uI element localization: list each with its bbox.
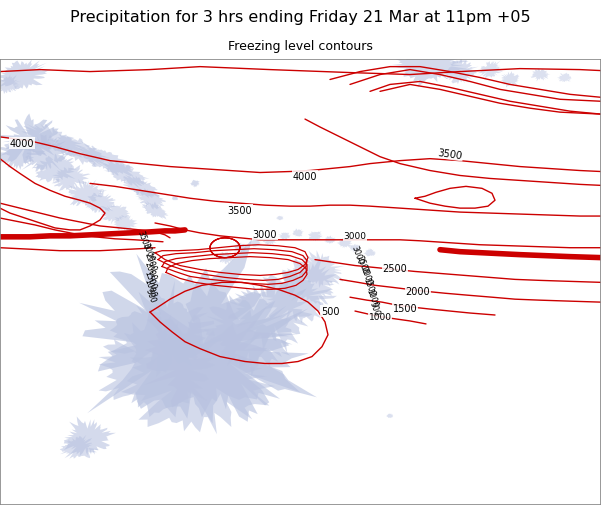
- Text: 4000: 4000: [10, 138, 34, 148]
- Text: Precipitation for 3 hrs ending Friday 21 Mar at 11pm +05: Precipitation for 3 hrs ending Friday 21…: [70, 11, 531, 25]
- Polygon shape: [258, 268, 337, 324]
- Polygon shape: [442, 59, 478, 85]
- Polygon shape: [280, 259, 337, 307]
- Polygon shape: [276, 216, 284, 221]
- Polygon shape: [172, 196, 178, 201]
- Polygon shape: [67, 180, 107, 207]
- Text: 500: 500: [367, 300, 380, 317]
- Text: 3500: 3500: [228, 206, 252, 216]
- Polygon shape: [363, 248, 376, 257]
- Polygon shape: [296, 250, 344, 288]
- Text: 1000: 1000: [368, 313, 391, 322]
- Text: 1500: 1500: [142, 269, 157, 290]
- Text: 3000: 3000: [349, 244, 365, 266]
- Polygon shape: [18, 135, 69, 172]
- Polygon shape: [79, 240, 300, 424]
- Polygon shape: [114, 216, 138, 232]
- Text: 500: 500: [321, 307, 339, 317]
- Polygon shape: [386, 414, 394, 418]
- Text: 1000: 1000: [364, 287, 380, 308]
- Polygon shape: [233, 243, 247, 253]
- Text: 2000: 2000: [358, 265, 374, 286]
- Text: 2000: 2000: [142, 260, 157, 282]
- Polygon shape: [48, 135, 110, 168]
- Polygon shape: [530, 70, 551, 82]
- Polygon shape: [190, 180, 200, 188]
- Polygon shape: [308, 232, 323, 242]
- Polygon shape: [279, 233, 291, 241]
- Polygon shape: [121, 315, 275, 434]
- Polygon shape: [64, 417, 116, 456]
- Polygon shape: [100, 160, 150, 188]
- Text: 3000: 3000: [141, 241, 156, 263]
- Text: 3500: 3500: [437, 148, 463, 161]
- Text: 2500: 2500: [383, 263, 407, 273]
- Polygon shape: [110, 281, 214, 377]
- Text: 4000: 4000: [293, 172, 317, 182]
- Polygon shape: [349, 244, 361, 252]
- Text: 3000: 3000: [344, 232, 367, 241]
- Polygon shape: [228, 280, 313, 354]
- Polygon shape: [249, 239, 262, 247]
- Polygon shape: [478, 62, 502, 80]
- Polygon shape: [292, 229, 304, 237]
- Polygon shape: [22, 124, 89, 159]
- Polygon shape: [0, 61, 50, 90]
- Text: 2500: 2500: [355, 255, 370, 276]
- Text: Freezing level contours: Freezing level contours: [228, 40, 373, 53]
- Polygon shape: [392, 44, 474, 88]
- Polygon shape: [52, 166, 91, 192]
- Polygon shape: [0, 138, 46, 171]
- Polygon shape: [100, 205, 130, 225]
- Text: 500: 500: [143, 287, 157, 304]
- Text: 3500: 3500: [135, 230, 151, 251]
- Polygon shape: [133, 189, 166, 210]
- Polygon shape: [99, 309, 221, 418]
- Polygon shape: [337, 238, 352, 249]
- Polygon shape: [121, 175, 160, 199]
- Polygon shape: [142, 201, 168, 220]
- Polygon shape: [500, 72, 519, 88]
- Text: 2000: 2000: [406, 287, 430, 296]
- Polygon shape: [32, 153, 77, 183]
- Polygon shape: [83, 190, 117, 216]
- Polygon shape: [216, 252, 234, 265]
- Text: 1000: 1000: [142, 277, 157, 298]
- Polygon shape: [0, 76, 20, 95]
- Polygon shape: [557, 73, 572, 83]
- Polygon shape: [77, 141, 133, 177]
- Polygon shape: [240, 211, 246, 216]
- Text: 1500: 1500: [392, 304, 417, 314]
- Text: 2500: 2500: [142, 251, 157, 273]
- Polygon shape: [60, 435, 99, 459]
- Polygon shape: [262, 235, 277, 245]
- Text: 3000: 3000: [253, 229, 277, 239]
- Polygon shape: [324, 236, 336, 244]
- Polygon shape: [143, 282, 317, 422]
- Text: 1500: 1500: [361, 276, 377, 297]
- Polygon shape: [0, 114, 59, 165]
- Polygon shape: [203, 295, 293, 377]
